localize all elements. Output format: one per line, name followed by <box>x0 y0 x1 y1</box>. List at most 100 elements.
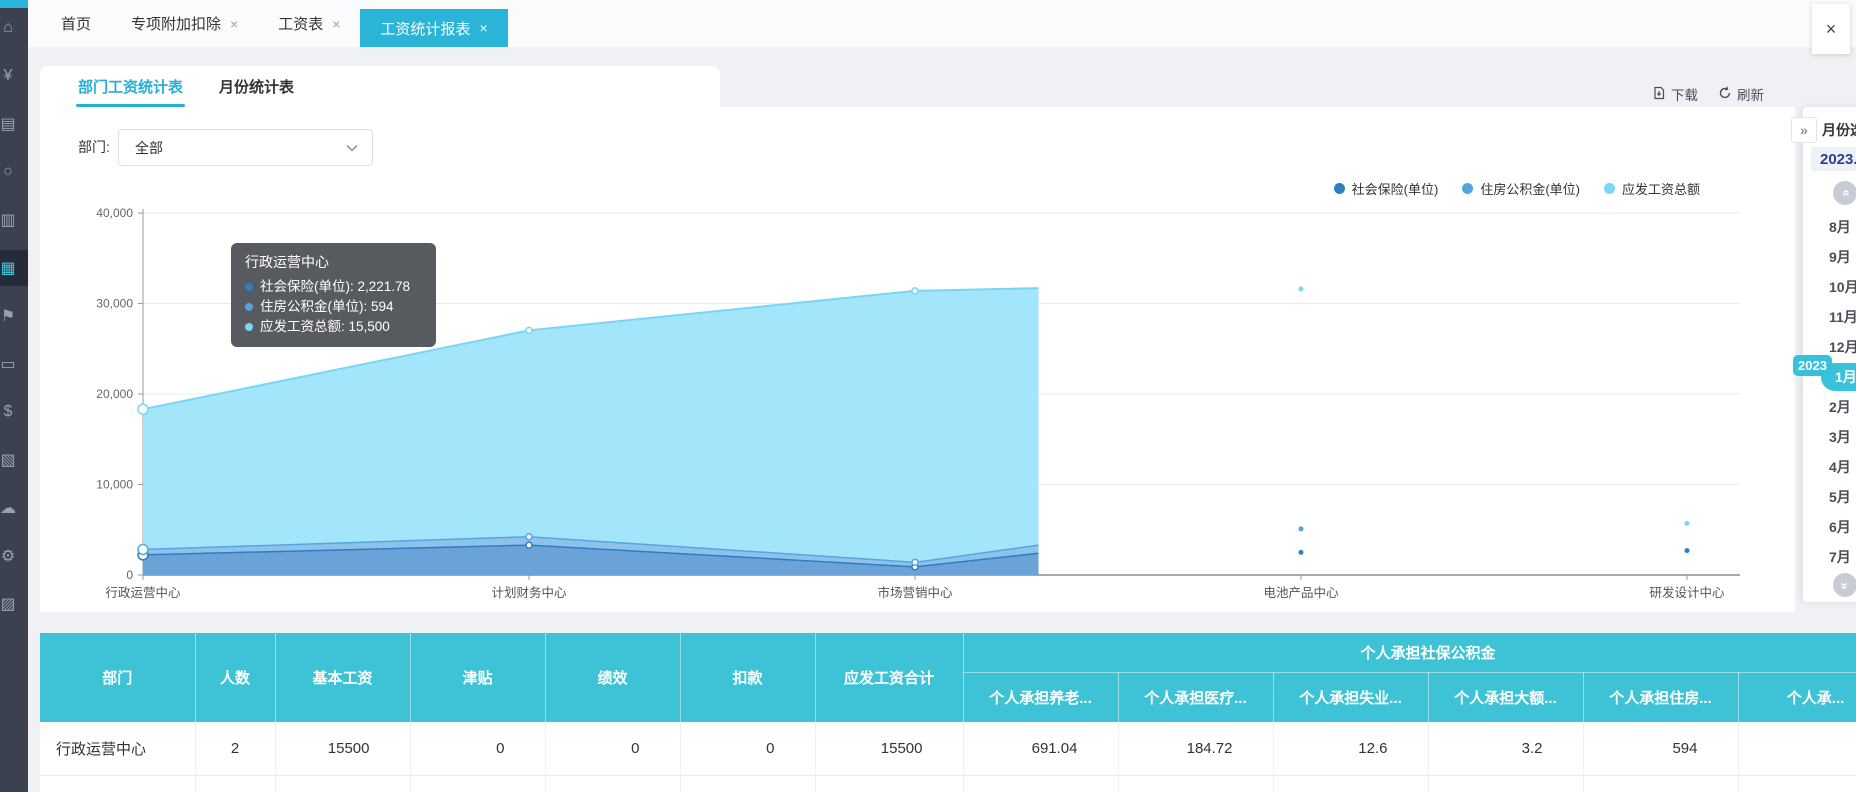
table-cell: 594 <box>1583 722 1739 776</box>
x-axis-label-市场营销中心: 市场营销中心 <box>877 585 953 600</box>
svg-text:20,000: 20,000 <box>96 387 133 401</box>
sidebar-item-purchase-icon[interactable]: ▧ <box>0 452 16 469</box>
sidebar-item-funds-icon[interactable]: $ <box>3 403 13 420</box>
sub-column-header: 个人承担养老... <box>963 672 1119 722</box>
tooltip-row: 住房公积金(单位): 594 <box>245 297 422 317</box>
department-salary-chart-card: 部门: 全部 社会保险(单位) 住房公积金(单位) 应发工资总额 0 10,000 20… <box>40 107 1795 612</box>
sidebar-item-invoice-icon[interactable]: ▤ <box>0 116 16 133</box>
sidebar-item-cloud-icon[interactable]: ☁ <box>0 500 16 517</box>
sidebar-item-ledger-icon[interactable]: ▥ <box>0 212 16 229</box>
close-tab-icon[interactable]: × <box>230 15 239 32</box>
tab-工资统计报表[interactable]: 工资统计报表 × <box>360 9 508 47</box>
svg-text:0: 0 <box>126 568 133 582</box>
month-item-7月[interactable]: 7月 <box>1829 549 1851 565</box>
current-period[interactable]: 2023.0 <box>1811 147 1856 171</box>
month-selector-panel: 月份选择 2023.0 » 8月9月10月11月12月1月2月3月4月5月6月7… <box>1803 107 1856 602</box>
department-select[interactable]: 全部 <box>118 129 373 166</box>
x-axis-label-电池产品中心: 电池产品中心 <box>1263 585 1339 600</box>
sidebar-item-assets-icon[interactable]: ▭ <box>0 356 16 373</box>
month-item-8月[interactable]: 8月 <box>1829 219 1851 235</box>
legend-label: 社会保险(单位) <box>1351 182 1439 197</box>
sidebar-item-settings-icon[interactable]: ⚙ <box>0 548 16 565</box>
tab-label: 首页 <box>61 16 92 33</box>
table-cell <box>1738 722 1856 776</box>
month-item-5月[interactable]: 5月 <box>1829 489 1851 505</box>
table-cell: 0 <box>410 722 546 776</box>
month-item-4月[interactable]: 4月 <box>1829 459 1851 475</box>
download-icon <box>1652 86 1666 103</box>
tooltip-row: 社会保险(单位): 2,221.78 <box>245 277 422 297</box>
legend-item-住房公积金(单位)[interactable]: 住房公积金(单位) <box>1462 179 1580 198</box>
report-subtabs: 部门工资统计表 月份统计表 <box>40 66 720 107</box>
x-axis-label-计划财务中心: 计划财务中心 <box>491 585 567 600</box>
tab-专项附加扣除[interactable]: 专项附加扣除 × <box>111 0 258 47</box>
column-header: 绩效 <box>545 633 681 722</box>
subtab-部门工资统计表[interactable]: 部门工资统计表 <box>60 66 201 107</box>
sidebar-top-accent <box>0 0 28 8</box>
table-cell: 12.6 <box>1273 722 1429 776</box>
tab-首页[interactable]: 首页 <box>41 0 111 47</box>
svg-text:10,000: 10,000 <box>96 478 133 492</box>
close-tab-icon[interactable]: × <box>479 20 488 36</box>
table-cell: 0 <box>545 775 681 792</box>
table-cell: 930 <box>1583 775 1739 792</box>
column-header: 扣款 <box>680 633 816 722</box>
sidebar-item-salary-report-icon[interactable]: ▦ <box>0 260 16 277</box>
refresh-button[interactable]: 刷新 <box>1718 84 1764 104</box>
table-cell: 184.72 <box>1118 722 1274 776</box>
month-item-6月[interactable]: 6月 <box>1829 519 1851 535</box>
department-select-value: 全部 <box>135 139 163 156</box>
month-item-10月[interactable]: 10月 <box>1829 279 1856 295</box>
table-cell: 15500 <box>275 722 411 776</box>
legend-label: 住房公积金(单位) <box>1480 182 1580 197</box>
close-all-tabs-button[interactable]: × <box>1812 4 1850 54</box>
sub-column-header: 个人承担失业... <box>1273 672 1429 722</box>
collapse-month-panel-button[interactable]: » <box>1791 117 1817 143</box>
close-icon: × <box>1825 18 1837 39</box>
table-cell: 277.08 <box>1118 775 1274 792</box>
scroll-months-down-button[interactable]: » <box>1833 573 1856 597</box>
legend-item-应发工资总额[interactable]: 应发工资总额 <box>1603 179 1700 198</box>
month-item-9月[interactable]: 9月 <box>1829 249 1851 265</box>
table-row: 行政运营中心 2 15500 0 0 0 15500 691.04 184.72 12.6 3.2 5… <box>40 722 1856 776</box>
subtab-label: 月份统计表 <box>219 79 295 96</box>
tooltip-series-value: 社会保险(单位): 2,221.78 <box>260 279 411 294</box>
table-cell: 1036.56 <box>963 775 1119 792</box>
salary-table-container: 部门 人数 基本工资 津贴 绩效 扣款 应发工资合计 个人承担社保公积金 个人承担养老... 个人… <box>40 633 1856 792</box>
legend-item-社会保险(单位)[interactable]: 社会保险(单位) <box>1333 179 1439 198</box>
close-tab-icon[interactable]: × <box>332 15 341 32</box>
sidebar-item-home-icon[interactable]: ⌂ <box>3 19 13 36</box>
left-sidebar: ⌂ ¥ ▤ ○ ▥ ▦ ⚑ ▭ $ ▧ ☁ ⚙ ▨ <box>0 0 28 792</box>
subtab-月份统计表[interactable]: 月份统计表 <box>201 66 312 107</box>
tooltip-series-dot-icon <box>245 323 253 331</box>
month-item-3月[interactable]: 3月 <box>1829 429 1851 445</box>
table-cell: 3.2 <box>1428 722 1584 776</box>
table-cell: 691.04 <box>963 722 1119 776</box>
month-item-12月[interactable]: 12月 <box>1829 339 1856 355</box>
download-button[interactable]: 下载 <box>1652 84 1698 104</box>
month-item-11月[interactable]: 11月 <box>1829 309 1856 325</box>
sidebar-item-period-icon[interactable]: ○ <box>3 163 13 180</box>
chart-legend: 社会保险(单位) 住房公积金(单位) 应发工资总额 <box>1333 179 1700 198</box>
tab-工资表[interactable]: 工资表 × <box>258 0 360 47</box>
table-cell: 22800 <box>275 775 411 792</box>
group-column-header: 个人承担社保公积金 <box>963 633 1856 673</box>
scroll-months-up-button[interactable]: » <box>1833 181 1856 205</box>
tooltip-series-value: 住房公积金(单位): 594 <box>260 299 394 314</box>
refresh-icon <box>1718 86 1732 103</box>
chart-tooltip: 行政运营中心 社会保险(单位): 2,221.78 住房公积金(单位): 594 应… <box>231 243 436 347</box>
svg-text:40,000: 40,000 <box>96 206 133 220</box>
sidebar-item-flag-icon[interactable]: ⚑ <box>0 308 16 325</box>
tooltip-title: 行政运营中心 <box>245 254 329 270</box>
table-cell: 15500 <box>815 722 964 776</box>
table-cell <box>1738 775 1856 792</box>
column-header: 人数 <box>195 633 276 722</box>
legend-dot-icon <box>1462 183 1474 194</box>
sidebar-item-document-icon[interactable]: ▨ <box>0 596 16 613</box>
sidebar-item-finance-icon[interactable]: ¥ <box>3 67 13 84</box>
month-item-2月[interactable]: 2月 <box>1829 399 1851 415</box>
sub-column-header: 个人承担医疗... <box>1118 672 1274 722</box>
chevron-up-icon: » <box>1837 189 1853 197</box>
